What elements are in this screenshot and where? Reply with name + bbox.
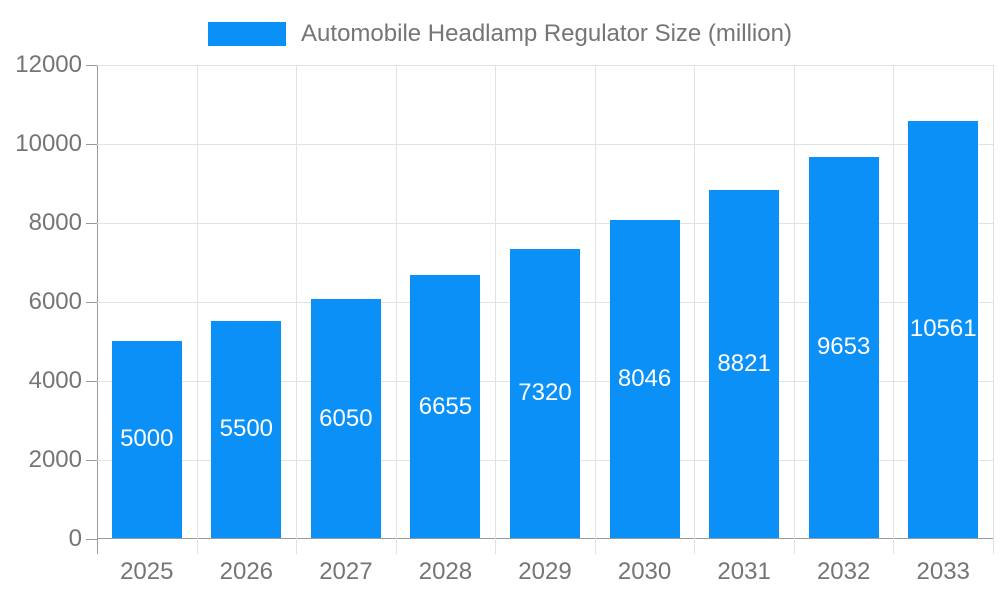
- plot-area: 5000 5500 6050 6655 7320 8046 8821 9653 10561: [86, 65, 994, 554]
- x-axis-line: [97, 538, 993, 539]
- gridline-horizontal: [97, 223, 993, 224]
- bar-2028: 6655: [410, 275, 481, 538]
- gridline-vertical: [395, 65, 397, 554]
- x-axis-tick-label: 2029: [518, 558, 572, 585]
- bar-2027: 6050: [310, 299, 381, 538]
- bar-value-label: 7320: [518, 379, 572, 407]
- y-axis-tick: [86, 223, 97, 224]
- bar-value-label: 10561: [909, 315, 977, 343]
- x-axis-tick-label: 2027: [319, 558, 373, 585]
- gridline-horizontal: [97, 144, 993, 145]
- x-axis-tick-label: 2031: [717, 558, 771, 585]
- legend-swatch-icon: [208, 22, 287, 46]
- y-axis-tick: [86, 65, 97, 66]
- y-axis-tick-label: 4000: [28, 367, 82, 394]
- y-axis-tick-label: 6000: [28, 288, 82, 315]
- x-axis-tick-label: 2028: [418, 558, 473, 585]
- y-axis-tick: [86, 144, 97, 145]
- bar-value-label: 9653: [816, 333, 871, 361]
- x-axis-tick-label: 2033: [916, 558, 970, 585]
- bar-2032: 9653: [808, 156, 879, 538]
- bar-2026: 5500: [211, 320, 282, 538]
- gridline-vertical: [694, 65, 696, 554]
- bar-value-label: 8046: [617, 365, 672, 393]
- y-axis-tick-label: 0: [68, 525, 82, 552]
- bar-value-label: 6050: [319, 404, 373, 432]
- y-axis-tick-label: 2000: [28, 446, 82, 473]
- gridline-vertical: [893, 65, 895, 554]
- gridline-vertical: [196, 65, 198, 554]
- chart-legend-item[interactable]: Automobile Headlamp Regulator Size (mill…: [0, 20, 1000, 48]
- bar-2030: 8046: [609, 220, 680, 538]
- bar-value-label: 6655: [418, 392, 473, 420]
- y-axis-tick: [86, 381, 97, 382]
- gridline-vertical: [993, 65, 994, 554]
- legend-label: Automobile Headlamp Regulator Size (mill…: [301, 20, 792, 47]
- bar-2031: 8821: [709, 189, 780, 538]
- bar-2033: 10561: [908, 120, 979, 538]
- gridline-vertical: [793, 65, 795, 554]
- y-axis-tick: [86, 460, 97, 461]
- y-axis-tick: [86, 539, 97, 540]
- x-axis-tick-label: 2025: [120, 558, 174, 585]
- y-axis-line: [97, 65, 98, 554]
- gridline-horizontal: [97, 65, 993, 66]
- bar-2025: 5000: [111, 340, 182, 538]
- gridline-vertical: [594, 65, 596, 554]
- bar-2029: 7320: [510, 248, 580, 538]
- y-axis-tick-label: 12000: [15, 51, 82, 78]
- gridline-vertical: [296, 65, 298, 554]
- y-axis-tick-label: 10000: [15, 130, 82, 157]
- x-axis-tick-label: 2026: [219, 558, 274, 585]
- bar-value-label: 5000: [120, 425, 174, 453]
- bar-value-label: 5500: [219, 415, 274, 443]
- gridline-vertical: [495, 65, 497, 554]
- y-axis-tick-label: 8000: [28, 209, 82, 236]
- x-axis-tick-label: 2032: [816, 558, 871, 585]
- bar-value-label: 8821: [717, 349, 771, 377]
- y-axis-tick: [86, 302, 97, 303]
- x-axis-tick-label: 2030: [617, 558, 672, 585]
